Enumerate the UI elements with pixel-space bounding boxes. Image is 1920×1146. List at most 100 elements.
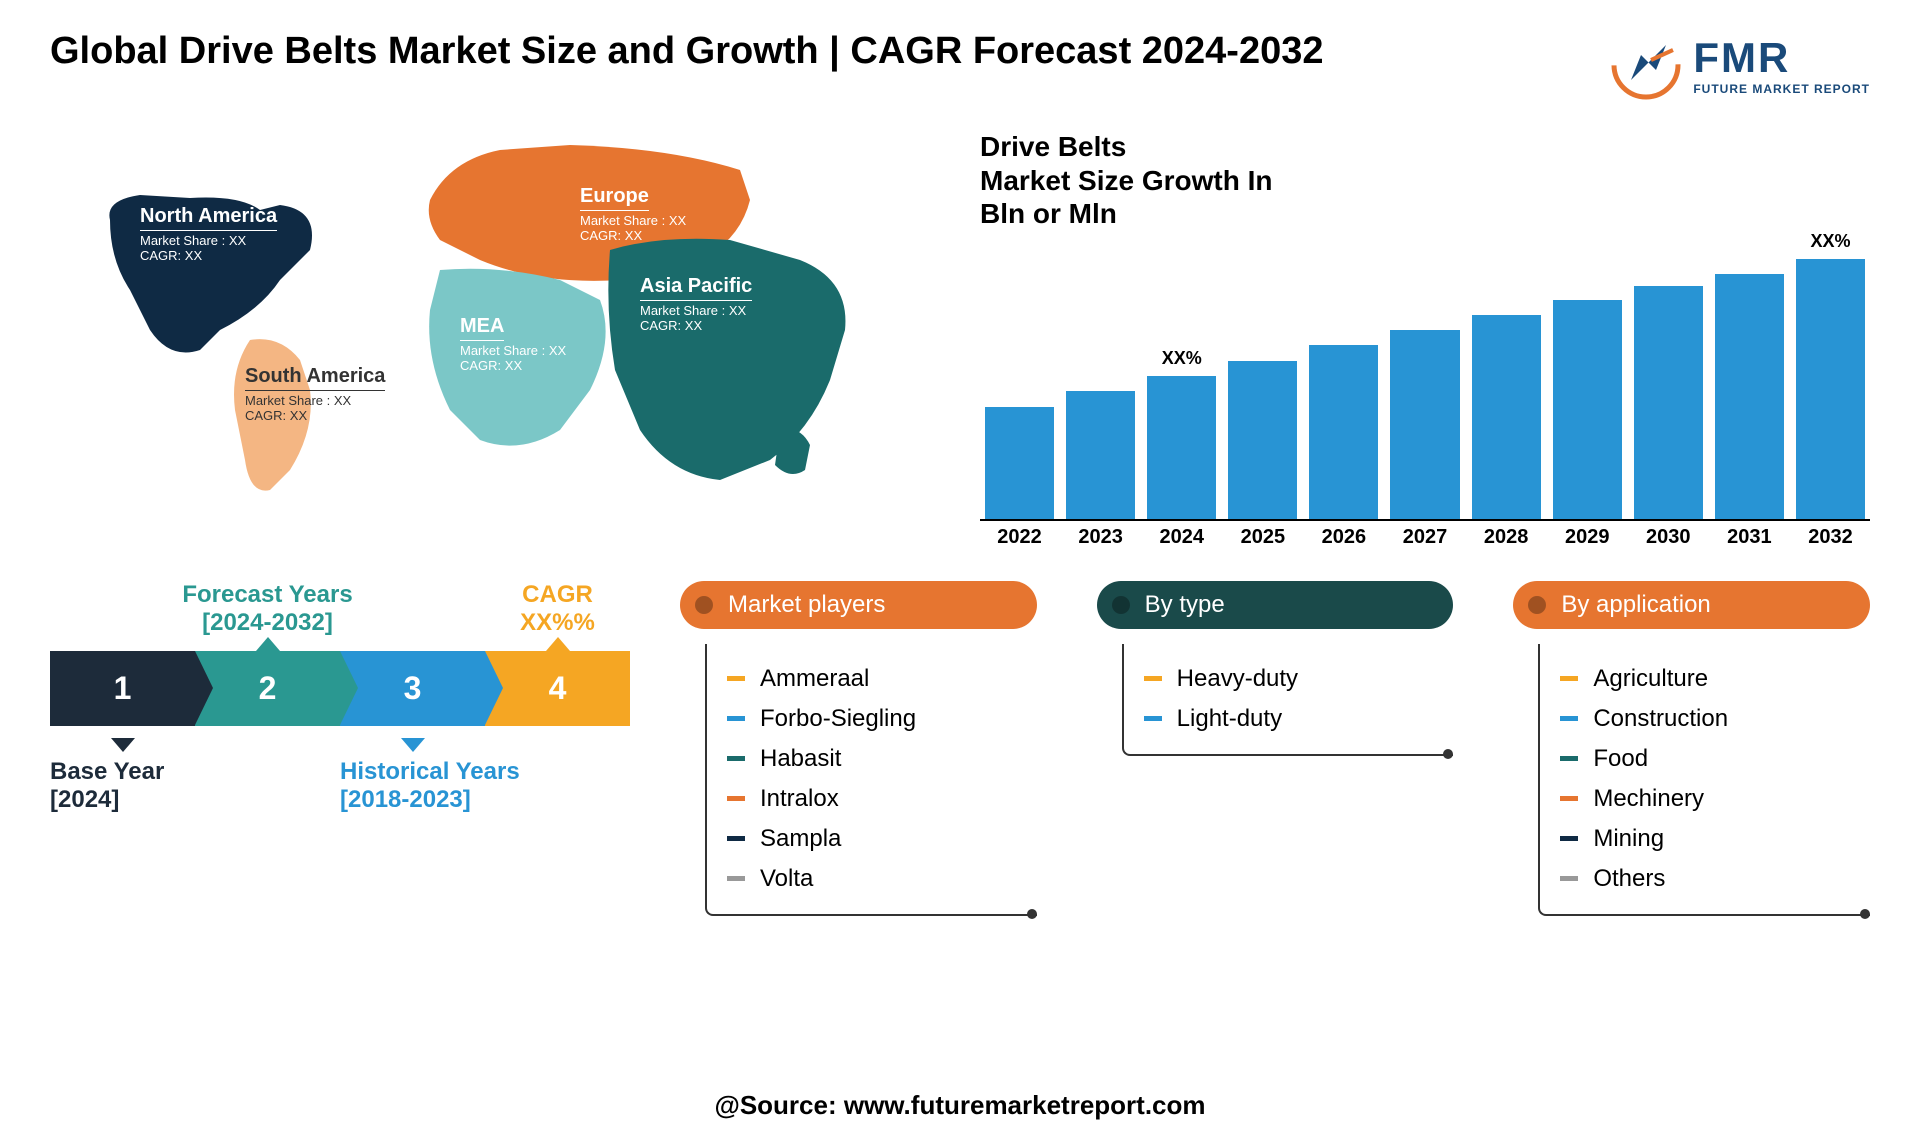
category-item: Habasit <box>707 739 1037 779</box>
item-marker <box>1560 716 1578 721</box>
category-item: Mechinery <box>1540 779 1870 819</box>
region-name: MEA <box>460 315 504 341</box>
bar-column: 2022 <box>985 407 1054 519</box>
category-item: Light-duty <box>1124 699 1454 739</box>
item-label: Intralox <box>760 785 839 813</box>
category-item: Heavy-duty <box>1124 659 1454 699</box>
logo: FMR FUTURE MARKET REPORT <box>1611 30 1870 100</box>
region-share: Market Share : XX <box>640 303 752 318</box>
bar-column: 2023 <box>1066 391 1135 518</box>
item-label: Habasit <box>760 745 841 773</box>
logo-sub-text: FUTURE MARKET REPORT <box>1693 82 1870 96</box>
item-label: Mechinery <box>1593 785 1704 813</box>
region-label: Asia PacificMarket Share : XXCAGR: XX <box>640 275 752 333</box>
bar <box>1553 300 1622 519</box>
category-header: By application <box>1513 581 1870 629</box>
category-market-players: Market players Ammeraal Forbo-Siegling Haba… <box>680 581 1037 916</box>
timeline-label: Forecast Years[2024-2032] <box>165 581 370 655</box>
logo-main-text: FMR <box>1693 34 1870 82</box>
page-title: Global Drive Belts Market Size and Growt… <box>50 30 1324 73</box>
chart-title: Drive BeltsMarket Size Growth InBln or M… <box>980 130 1870 231</box>
header-dot-icon <box>695 596 713 614</box>
category-item: Construction <box>1540 699 1870 739</box>
bar-chart: 20222023XX%20242025202620272028202920302… <box>980 241 1870 521</box>
timeline-segment: 3 <box>340 651 485 726</box>
bar-top-label: XX% <box>1162 348 1202 369</box>
category-header: By type <box>1097 581 1454 629</box>
item-marker <box>727 836 745 841</box>
timeline-label: Historical Years[2018-2023] <box>340 734 565 814</box>
bar <box>1309 345 1378 518</box>
category-item: Agriculture <box>1540 659 1870 699</box>
bar-year-label: 2027 <box>1403 526 1448 549</box>
region-label: North America Market Share : XXCAGR: XX <box>140 205 277 263</box>
item-marker <box>1560 676 1578 681</box>
region-name: South America <box>245 365 385 391</box>
category-item: Intralox <box>707 779 1037 819</box>
region-share: Market Share : XX <box>140 233 277 248</box>
category-item: Ammeraal <box>707 659 1037 699</box>
item-label: Sampla <box>760 825 841 853</box>
bar-year-label: 2025 <box>1241 526 1286 549</box>
region-name: North America <box>140 205 277 231</box>
bar-year-label: 2029 <box>1565 526 1610 549</box>
bar-year-label: 2022 <box>997 526 1042 549</box>
timeline-segment: 2 <box>195 651 340 726</box>
item-marker <box>727 716 745 721</box>
region-name: Europe <box>580 185 649 211</box>
item-label: Construction <box>1593 705 1728 733</box>
item-label: Ammeraal <box>760 665 869 693</box>
category-item: Volta <box>707 859 1037 899</box>
bar-year-label: 2024 <box>1159 526 1204 549</box>
bar-column: 2027 <box>1390 330 1459 519</box>
item-label: Food <box>1593 745 1648 773</box>
bar-top-label: XX% <box>1810 231 1850 252</box>
item-label: Forbo-Siegling <box>760 705 916 733</box>
bar-column: 2029 <box>1553 300 1622 519</box>
bar-year-label: 2023 <box>1078 526 1123 549</box>
header-dot-icon <box>1528 596 1546 614</box>
category-header: Market players <box>680 581 1037 629</box>
item-label: Heavy-duty <box>1177 665 1298 693</box>
bar <box>1472 315 1541 519</box>
bar <box>1066 391 1135 518</box>
region-label: MEAMarket Share : XXCAGR: XX <box>460 315 566 373</box>
bar-column: 2028 <box>1472 315 1541 519</box>
bar-year-label: 2031 <box>1727 526 1772 549</box>
bar-column: 2025 <box>1228 361 1297 519</box>
category-body: Agriculture Construction Food Mechinery Mini… <box>1538 644 1870 916</box>
logo-icon <box>1611 30 1681 100</box>
category-body: Heavy-duty Light-duty <box>1122 644 1454 756</box>
source-text: @Source: www.futuremarketreport.com <box>714 1090 1205 1121</box>
category-title: By application <box>1561 591 1710 619</box>
category-item: Others <box>1540 859 1870 899</box>
region-cagr: CAGR: XX <box>140 248 277 263</box>
item-marker <box>727 756 745 761</box>
category-item: Food <box>1540 739 1870 779</box>
header-dot-icon <box>1112 596 1130 614</box>
region-name: Asia Pacific <box>640 275 752 301</box>
item-marker <box>727 876 745 881</box>
bar <box>985 407 1054 519</box>
world-map: North AmericaMarket Share : XXCAGR: XXSo… <box>50 130 940 510</box>
bar-chart-section: Drive BeltsMarket Size Growth InBln or M… <box>980 130 1870 521</box>
region-asia-pacific <box>600 230 860 495</box>
item-marker <box>1144 716 1162 721</box>
item-marker <box>727 796 745 801</box>
timeline-segment: 4 <box>485 651 630 726</box>
category-body: Ammeraal Forbo-Siegling Habasit Intralox Sam… <box>705 644 1037 916</box>
item-marker <box>727 676 745 681</box>
timeline-label: CAGRXX%% <box>455 581 660 655</box>
region-share: Market Share : XX <box>580 213 686 228</box>
timeline-section: Forecast Years[2024-2032]CAGRXX%% 1234 B… <box>50 581 630 824</box>
item-marker <box>1560 876 1578 881</box>
bar <box>1634 286 1703 518</box>
bar-column: XX%2032 <box>1796 259 1865 519</box>
bar-column: XX%2024 <box>1147 376 1216 519</box>
region-cagr: CAGR: XX <box>245 408 385 423</box>
category-title: By type <box>1145 591 1225 619</box>
category-by-type: By type Heavy-duty Light-duty <box>1097 581 1454 916</box>
category-section: Market players Ammeraal Forbo-Siegling Haba… <box>680 581 1870 916</box>
item-label: Mining <box>1593 825 1664 853</box>
item-label: Agriculture <box>1593 665 1708 693</box>
